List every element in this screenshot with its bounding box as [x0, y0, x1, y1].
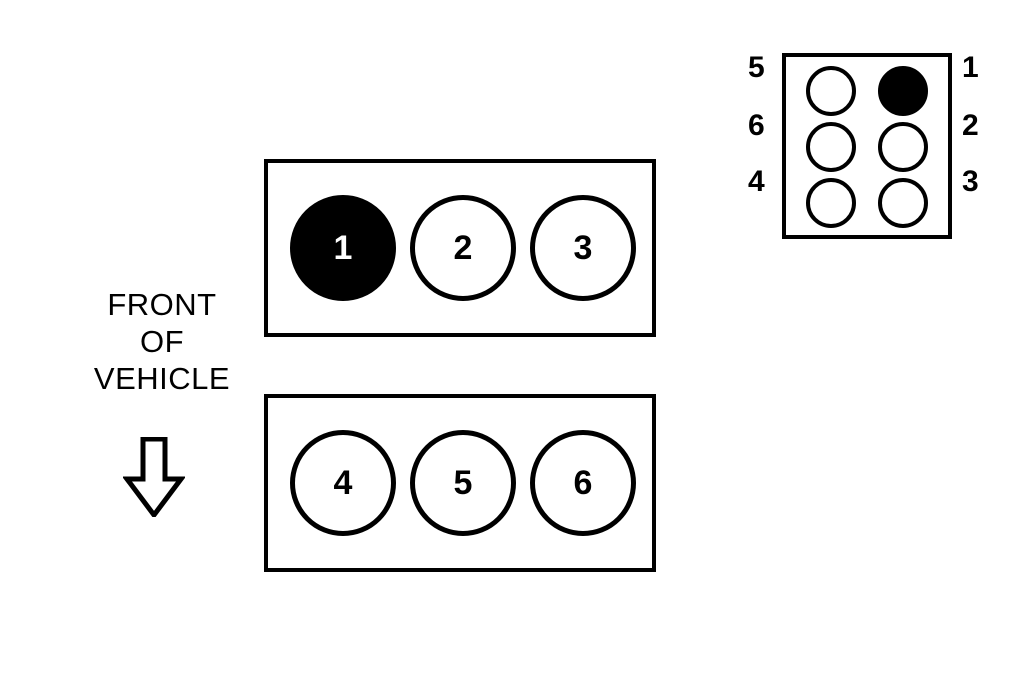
cylinder-1: 1: [290, 195, 396, 301]
cylinder-6: 6: [530, 430, 636, 536]
coil-pack: [782, 53, 952, 239]
coil-terminal-6: [806, 122, 856, 172]
coil-label-5: 5: [748, 51, 765, 85]
cylinder-5: 5: [410, 430, 516, 536]
coil-terminal-4: [806, 178, 856, 228]
cylinder-bank-bottom: 456: [264, 394, 656, 572]
coil-terminal-3: [878, 178, 928, 228]
front-label-line3: VEHICLE: [62, 360, 262, 397]
coil-label-6: 6: [748, 109, 765, 143]
down-arrow-icon: [123, 437, 185, 522]
coil-label-1: 1: [962, 51, 979, 85]
cylinder-3: 3: [530, 195, 636, 301]
coil-label-2: 2: [962, 109, 979, 143]
coil-label-3: 3: [962, 165, 979, 199]
coil-terminal-2: [878, 122, 928, 172]
cylinder-2: 2: [410, 195, 516, 301]
front-label-line1: FRONT: [62, 286, 262, 323]
cylinder-4: 4: [290, 430, 396, 536]
front-of-vehicle-label: FRONT OF VEHICLE: [62, 286, 262, 398]
front-label-line2: OF: [62, 323, 262, 360]
coil-label-4: 4: [748, 165, 765, 199]
cylinder-bank-top: 123: [264, 159, 656, 337]
coil-terminal-5: [806, 66, 856, 116]
coil-terminal-1: [878, 66, 928, 116]
